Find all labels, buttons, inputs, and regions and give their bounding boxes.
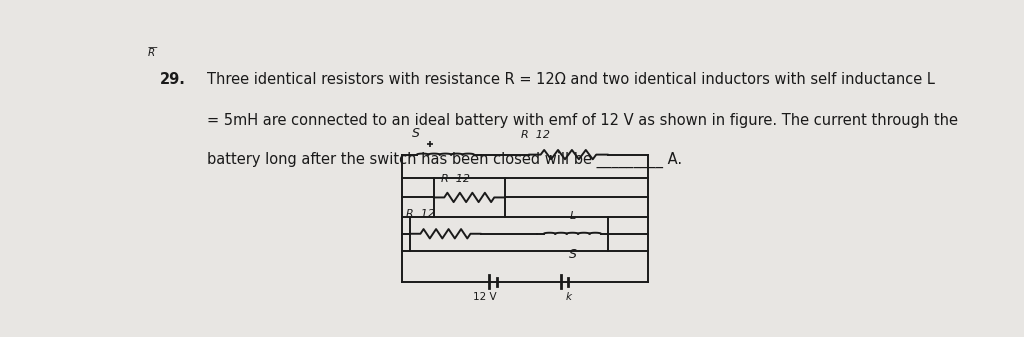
Text: 29.: 29.: [160, 71, 185, 87]
Text: L: L: [569, 211, 575, 221]
Text: R  12: R 12: [521, 130, 550, 140]
Text: = 5mH are connected to an ideal battery with emf of 12 V as shown in figure. The: = 5mH are connected to an ideal battery …: [207, 113, 958, 128]
Text: battery long after the switch has been closed will be _________ A.: battery long after the switch has been c…: [207, 152, 682, 168]
Text: 12 V: 12 V: [473, 292, 497, 302]
Text: R  12: R 12: [406, 210, 435, 219]
Text: R: R: [147, 48, 155, 58]
Text: k: k: [565, 292, 571, 302]
Text: S: S: [568, 248, 577, 261]
Text: S: S: [412, 127, 420, 140]
Text: Three identical resistors with resistance R = 12Ω and two identical inductors wi: Three identical resistors with resistanc…: [207, 71, 935, 87]
Text: R  12: R 12: [441, 175, 470, 184]
Text: —: —: [147, 42, 158, 52]
